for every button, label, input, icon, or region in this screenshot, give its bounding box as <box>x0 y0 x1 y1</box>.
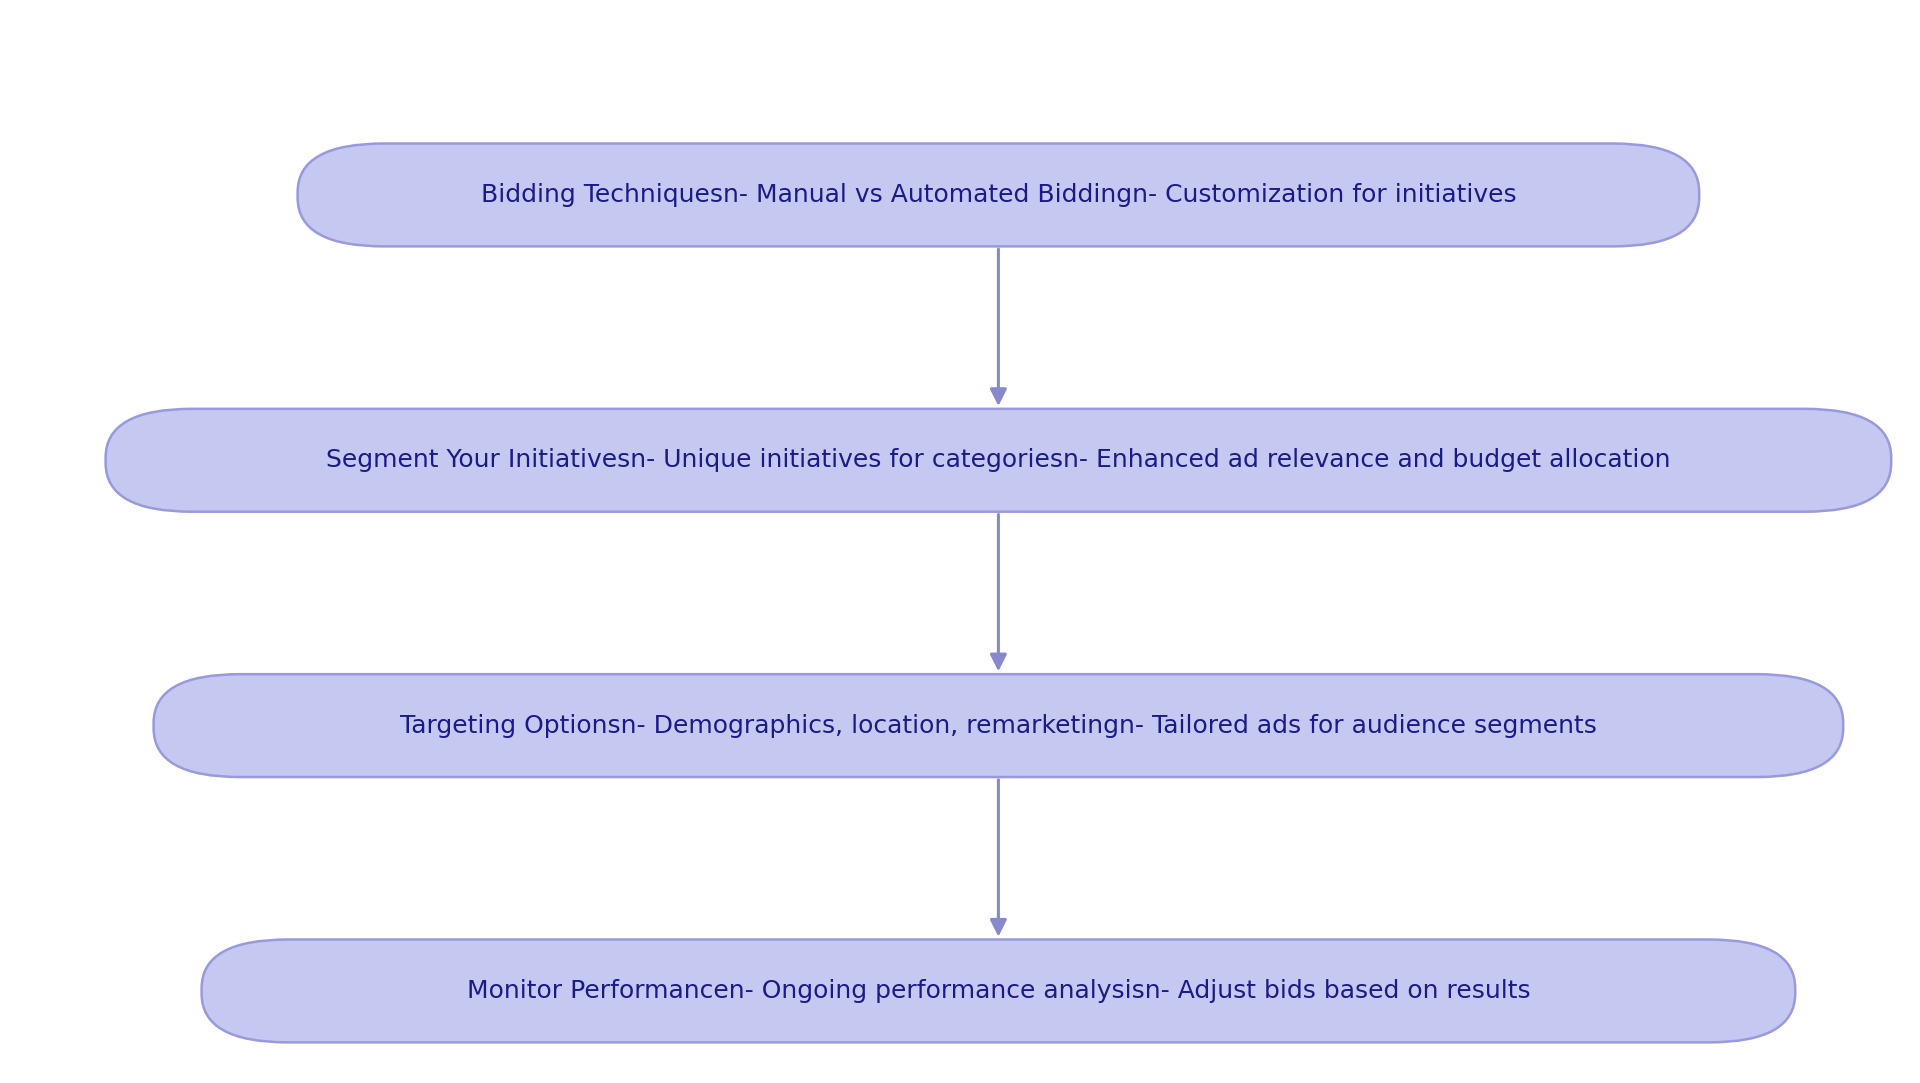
FancyBboxPatch shape <box>154 674 1843 778</box>
Text: Targeting Optionsn- Demographics, location, remarketingn- Tailored ads for audie: Targeting Optionsn- Demographics, locati… <box>399 714 1597 738</box>
Text: Monitor Performancen- Ongoing performance analysisn- Adjust bids based on result: Monitor Performancen- Ongoing performanc… <box>467 979 1530 1003</box>
Text: Segment Your Initiativesn- Unique initiatives for categoriesn- Enhanced ad relev: Segment Your Initiativesn- Unique initia… <box>326 448 1670 472</box>
FancyBboxPatch shape <box>298 144 1699 247</box>
FancyBboxPatch shape <box>106 409 1891 512</box>
Text: Bidding Techniquesn- Manual vs Automated Biddingn- Customization for initiatives: Bidding Techniquesn- Manual vs Automated… <box>480 183 1517 207</box>
FancyBboxPatch shape <box>202 939 1795 1042</box>
